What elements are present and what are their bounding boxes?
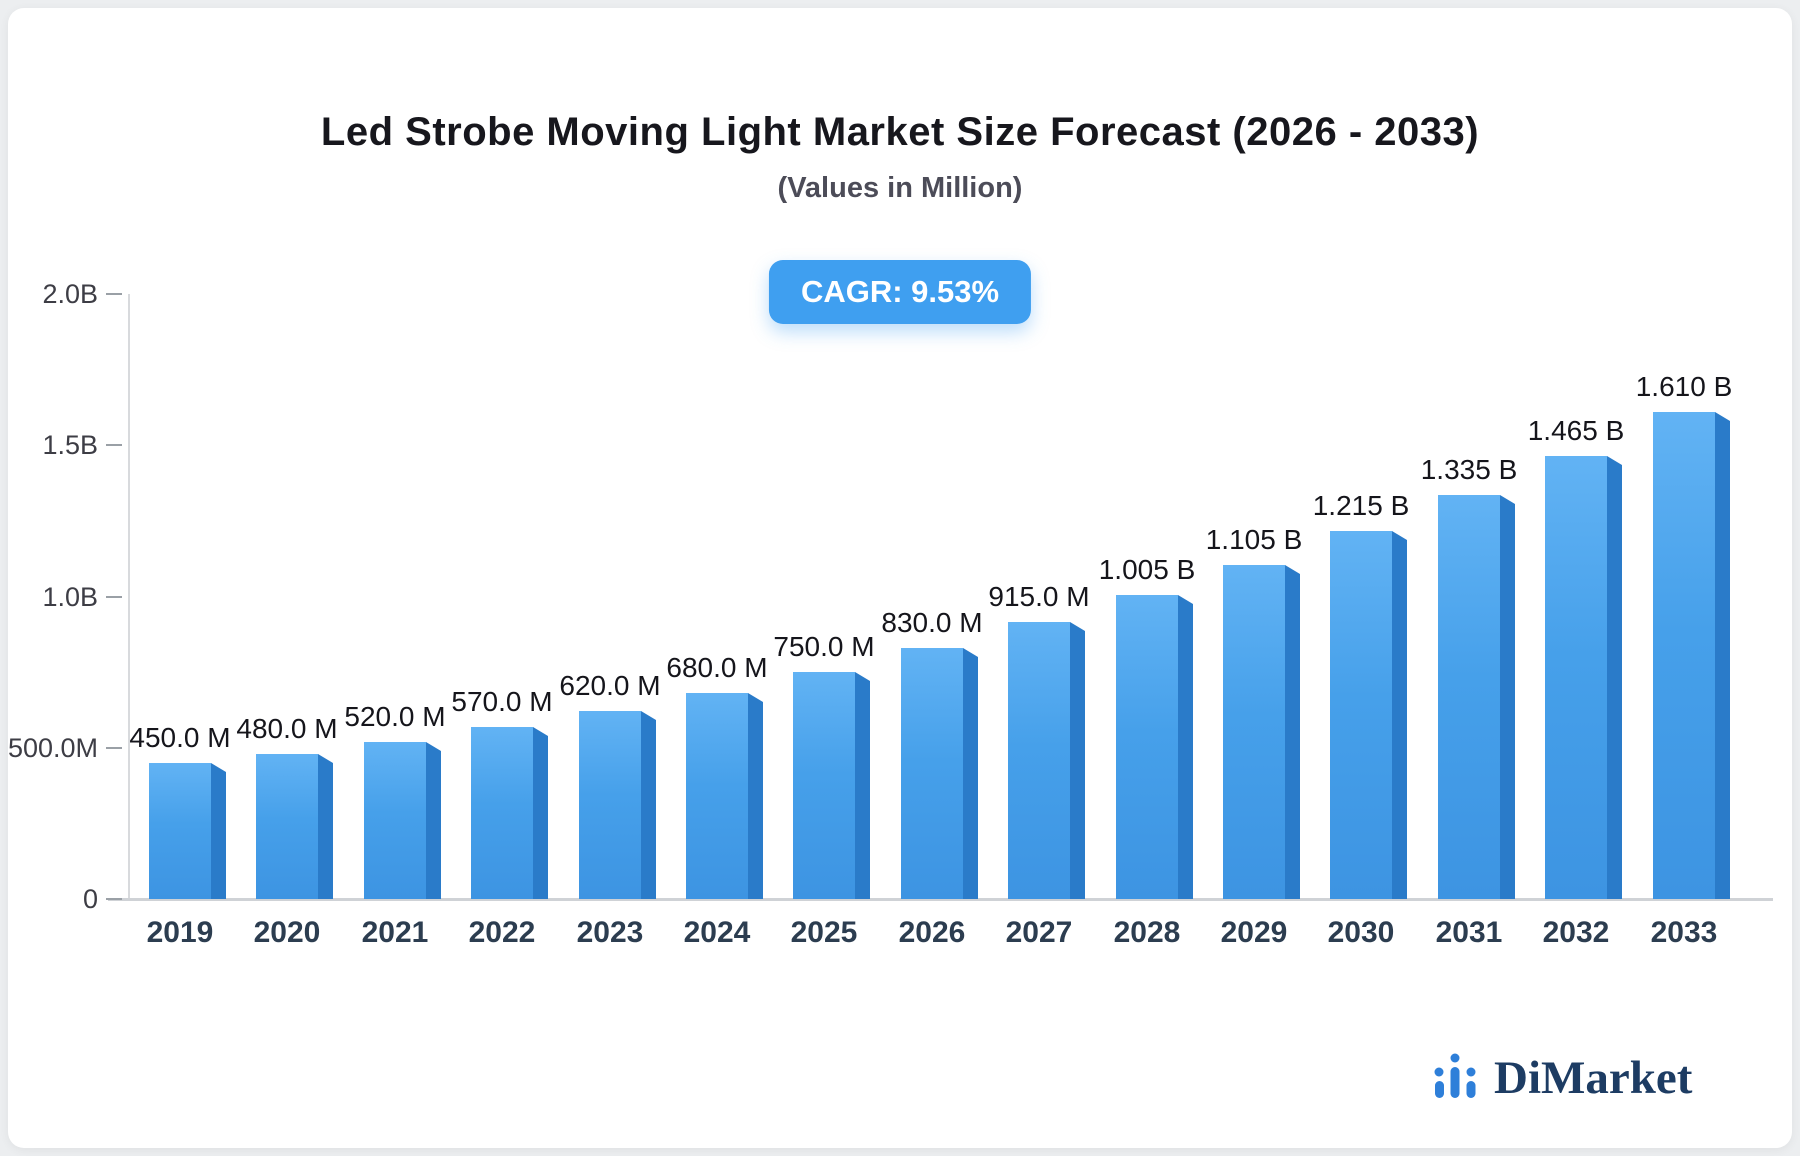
bar-front-face [1223, 565, 1285, 899]
bar-front-face [1438, 495, 1500, 899]
bar [686, 693, 763, 899]
x-axis-year-label: 2019 [146, 916, 214, 949]
x-axis-year-label: 2033 [1650, 916, 1718, 949]
bar-front-face [1330, 531, 1392, 899]
x-axis-line [108, 898, 1773, 901]
bar-side-face [211, 763, 226, 899]
bar-front-face [256, 754, 318, 899]
bar [1438, 495, 1515, 899]
cagr-badge: CAGR: 9.53% [768, 260, 1032, 324]
bar-side-face [1285, 565, 1300, 899]
y-tick-mark [106, 746, 122, 749]
bar-side-face [318, 754, 333, 899]
brand-logo-text: DiMarket [1494, 1052, 1693, 1104]
bar [579, 711, 656, 899]
bar [793, 672, 870, 899]
bar-side-face [1500, 495, 1515, 899]
x-axis-year-label: 2025 [790, 916, 858, 949]
x-axis-year-label: 2020 [253, 916, 321, 949]
bar-value-label: 1.465 B [1527, 415, 1625, 446]
bar [1653, 412, 1730, 899]
y-tick-label: 0 [82, 884, 98, 914]
bar [256, 754, 333, 899]
bar-front-face [1653, 412, 1715, 899]
bar-value-label: 450.0 M [129, 722, 231, 753]
bar-side-face [748, 693, 763, 899]
y-tick-label: 1.0B [42, 581, 98, 612]
bar-value-label: 915.0 M [988, 581, 1090, 612]
bar-front-face [793, 672, 855, 899]
y-tick-mark [106, 898, 122, 900]
bar-side-face [1178, 595, 1193, 899]
bar-side-face [1392, 531, 1407, 899]
bar [471, 727, 548, 899]
x-axis-year-label: 2030 [1327, 916, 1395, 949]
x-axis-year-label: 2028 [1113, 916, 1181, 949]
bar-value-label: 1.005 B [1098, 554, 1196, 585]
bar-value-label: 1.215 B [1312, 490, 1410, 521]
bar-side-face [855, 672, 870, 899]
y-tick-label: 1.5B [42, 430, 98, 461]
bar-value-label: 520.0 M [344, 701, 446, 732]
x-axis-year-label: 2024 [683, 916, 751, 949]
bar-front-face [579, 711, 641, 899]
x-axis-year-label: 2021 [361, 916, 429, 949]
bar-side-face [426, 742, 441, 899]
bar [1223, 565, 1300, 899]
bar-value-label: 1.335 B [1420, 454, 1518, 485]
chart-title: Led Strobe Moving Light Market Size Fore… [320, 110, 1480, 154]
y-tick-mark [106, 444, 122, 447]
x-axis-year-label: 2023 [576, 916, 644, 949]
bar [1330, 531, 1407, 899]
x-axis-year-label: 2029 [1220, 916, 1288, 949]
bar-front-face [149, 763, 211, 899]
y-tick-mark [106, 293, 122, 295]
bar-value-label: 570.0 M [451, 686, 553, 717]
x-axis-year-label: 2031 [1435, 916, 1503, 949]
bar-front-face [1008, 622, 1070, 899]
bar [1116, 595, 1193, 899]
x-axis-year-label: 2026 [898, 916, 966, 949]
bar [149, 763, 226, 899]
bar-side-face [533, 727, 548, 899]
y-tick-label: 500.0M [7, 732, 98, 763]
bar-front-face [471, 727, 533, 899]
bar-chart-dots-icon [1428, 1048, 1482, 1102]
bar-value-label: 1.610 B [1635, 371, 1733, 402]
x-axis-year-label: 2027 [1005, 916, 1073, 949]
bar-value-label: 620.0 M [559, 670, 661, 701]
y-axis-line [128, 294, 130, 901]
bar-side-face [1715, 412, 1730, 899]
chart-subtitle: (Values in Million) [777, 172, 1023, 204]
bar [1545, 456, 1622, 899]
bar-front-face [364, 742, 426, 899]
y-tick-mark [106, 595, 122, 598]
bar-value-label: 480.0 M [236, 713, 338, 744]
bar-value-label: 830.0 M [881, 607, 983, 638]
bar-side-face [963, 648, 978, 899]
y-tick-label: 2.0B [42, 279, 98, 309]
bar-value-label: 1.105 B [1205, 524, 1303, 555]
bar-side-face [1607, 456, 1622, 899]
brand-logo: DiMarket [1428, 1048, 1692, 1102]
bar-front-face [901, 648, 963, 899]
bar [1008, 622, 1085, 899]
bar-value-label: 680.0 M [666, 652, 768, 683]
x-axis-year-label: 2022 [468, 916, 536, 949]
bar [901, 648, 978, 899]
bar-front-face [1545, 456, 1607, 899]
x-axis-year-label: 2032 [1542, 916, 1610, 949]
bar-value-label: 750.0 M [773, 631, 875, 662]
bar-side-face [641, 711, 656, 899]
bar-front-face [686, 693, 748, 899]
bar-front-face [1116, 595, 1178, 899]
bar [364, 742, 441, 899]
bar-side-face [1070, 622, 1085, 899]
